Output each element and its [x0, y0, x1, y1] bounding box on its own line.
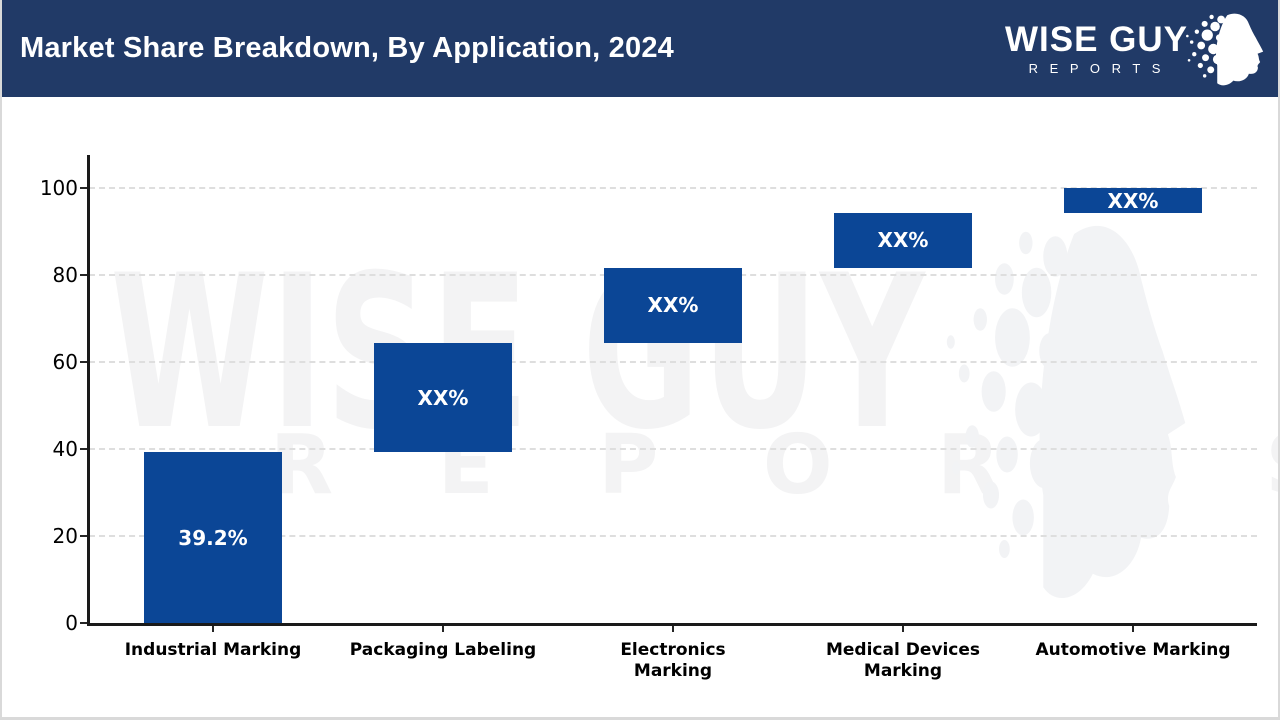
y-tick-label: 0: [65, 611, 78, 635]
wiseguy-logo: WISE GUY R E P O R T S: [1005, 10, 1268, 88]
bar-value-label: 39.2%: [178, 525, 248, 550]
bar-value-label: XX%: [877, 228, 929, 253]
bar-value-label: XX%: [647, 293, 699, 318]
bar-segment: XX%: [374, 343, 512, 453]
x-category-label: Industrial Marking: [124, 640, 302, 660]
chart-canvas: WISE GUY R E P O R T S 0 20 40 60 80 100 39.2%…: [2, 97, 1278, 717]
y-tick-label: 60: [52, 350, 78, 374]
x-category-label: Electronics Marking: [620, 640, 726, 681]
x-axis-tick: [442, 623, 444, 632]
bar-segment: XX%: [604, 267, 742, 344]
bar-segment: XX%: [834, 213, 972, 268]
gridline: [89, 448, 1257, 450]
x-axis-tick: [672, 623, 674, 632]
header: Market Share Breakdown, By Application, …: [2, 0, 1278, 97]
logo-subtitle: R E P O R T S: [1028, 60, 1165, 76]
y-tick-label: 40: [52, 437, 78, 461]
bar-segment: XX%: [1064, 188, 1202, 214]
y-axis-tick: [80, 535, 88, 537]
wiseguy-head-icon: [1186, 13, 1264, 85]
bar-value-label: XX%: [417, 385, 469, 410]
x-axis-tick: [212, 623, 214, 632]
watermark-head-icon: [946, 225, 1186, 599]
y-axis-tick: [80, 448, 88, 450]
x-category-label: Automotive Marking: [1035, 640, 1231, 660]
bar-segment: 39.2%: [144, 452, 282, 623]
page-title: Market Share Breakdown, By Application, …: [20, 32, 674, 64]
y-axis-tick: [80, 274, 88, 276]
x-axis-tick: [902, 623, 904, 632]
x-axis-line: [87, 623, 1257, 626]
logo-wordmark: WISE GUY: [1004, 19, 1188, 59]
x-axis-tick: [1132, 623, 1134, 632]
x-category-label: Medical Devices Marking: [825, 640, 980, 681]
y-axis-line: [87, 155, 90, 625]
watermark-wordmark: WISE GUY: [110, 229, 926, 476]
bar-value-label: XX%: [1107, 188, 1159, 213]
y-axis-tick: [80, 361, 88, 363]
gridline: [89, 535, 1257, 537]
gridline: [89, 361, 1257, 363]
y-axis-tick: [80, 622, 88, 624]
y-tick-label: 80: [52, 263, 78, 287]
x-category-label: Packaging Labeling: [349, 640, 537, 660]
y-tick-label: 20: [52, 524, 78, 548]
y-tick-label: 100: [39, 176, 78, 200]
y-axis-tick: [80, 187, 88, 189]
gridline: [89, 187, 1257, 189]
